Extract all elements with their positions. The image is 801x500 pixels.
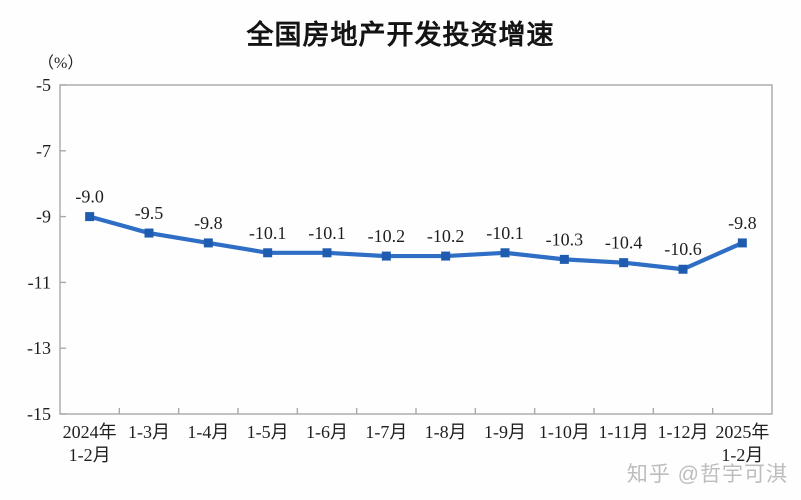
x-axis-label: 2025年 [715,422,769,442]
x-axis-label: 1-12月 [658,422,709,442]
data-point-marker [85,212,95,222]
watermark: 知乎 @哲宇可淇 [626,463,788,486]
x-axis-label: 1-8月 [425,422,467,442]
data-point-marker [322,248,332,258]
y-axis-unit-label: （%） [38,55,84,72]
y-tick-label: -13 [27,338,51,358]
data-label: -9.0 [75,187,104,207]
data-point-marker [381,251,391,261]
data-label: -10.3 [546,229,584,249]
y-tick-label: -15 [27,404,51,424]
x-axis-label: 2024年 [63,422,117,442]
data-label: -10.1 [249,223,287,243]
x-axis-label: 1-11月 [599,422,649,442]
data-label: -9.8 [194,213,223,233]
x-axis-label: 1-5月 [247,422,289,442]
data-label: -9.5 [135,203,164,223]
y-tick-label: -7 [36,141,51,161]
x-axis-label: 1-10月 [539,422,590,442]
y-tick-label: -5 [36,75,51,95]
data-label: -9.8 [728,213,757,233]
data-point-marker [678,264,688,274]
data-point-marker [559,254,569,264]
data-point-marker [619,258,629,268]
data-point-marker [144,228,154,238]
chart-title: 全国房地产开发投资增速 [246,20,555,50]
x-axis-label: 1-3月 [128,422,170,442]
data-label: -10.6 [664,239,702,259]
y-tick-label: -9 [36,207,51,227]
x-axis-label: 1-9月 [484,422,526,442]
data-label: -10.2 [427,226,465,246]
data-line [87,214,745,272]
data-label: -10.4 [605,233,643,253]
data-label: -10.1 [308,223,346,243]
data-label: -10.2 [368,226,406,246]
x-axis-label: 1-2月 [69,445,111,465]
data-point-marker [737,238,747,248]
x-axis-label: 1-7月 [365,422,407,442]
data-label: -10.1 [486,223,524,243]
x-axis-label: 1-4月 [187,422,229,442]
data-point-marker [500,248,510,258]
x-axis-label: 1-2月 [721,445,763,465]
x-axis-label: 1-6月 [306,422,348,442]
data-point-marker [441,251,451,261]
y-tick-label: -11 [28,272,51,292]
data-point-marker [263,248,273,258]
data-point-marker [203,238,213,248]
